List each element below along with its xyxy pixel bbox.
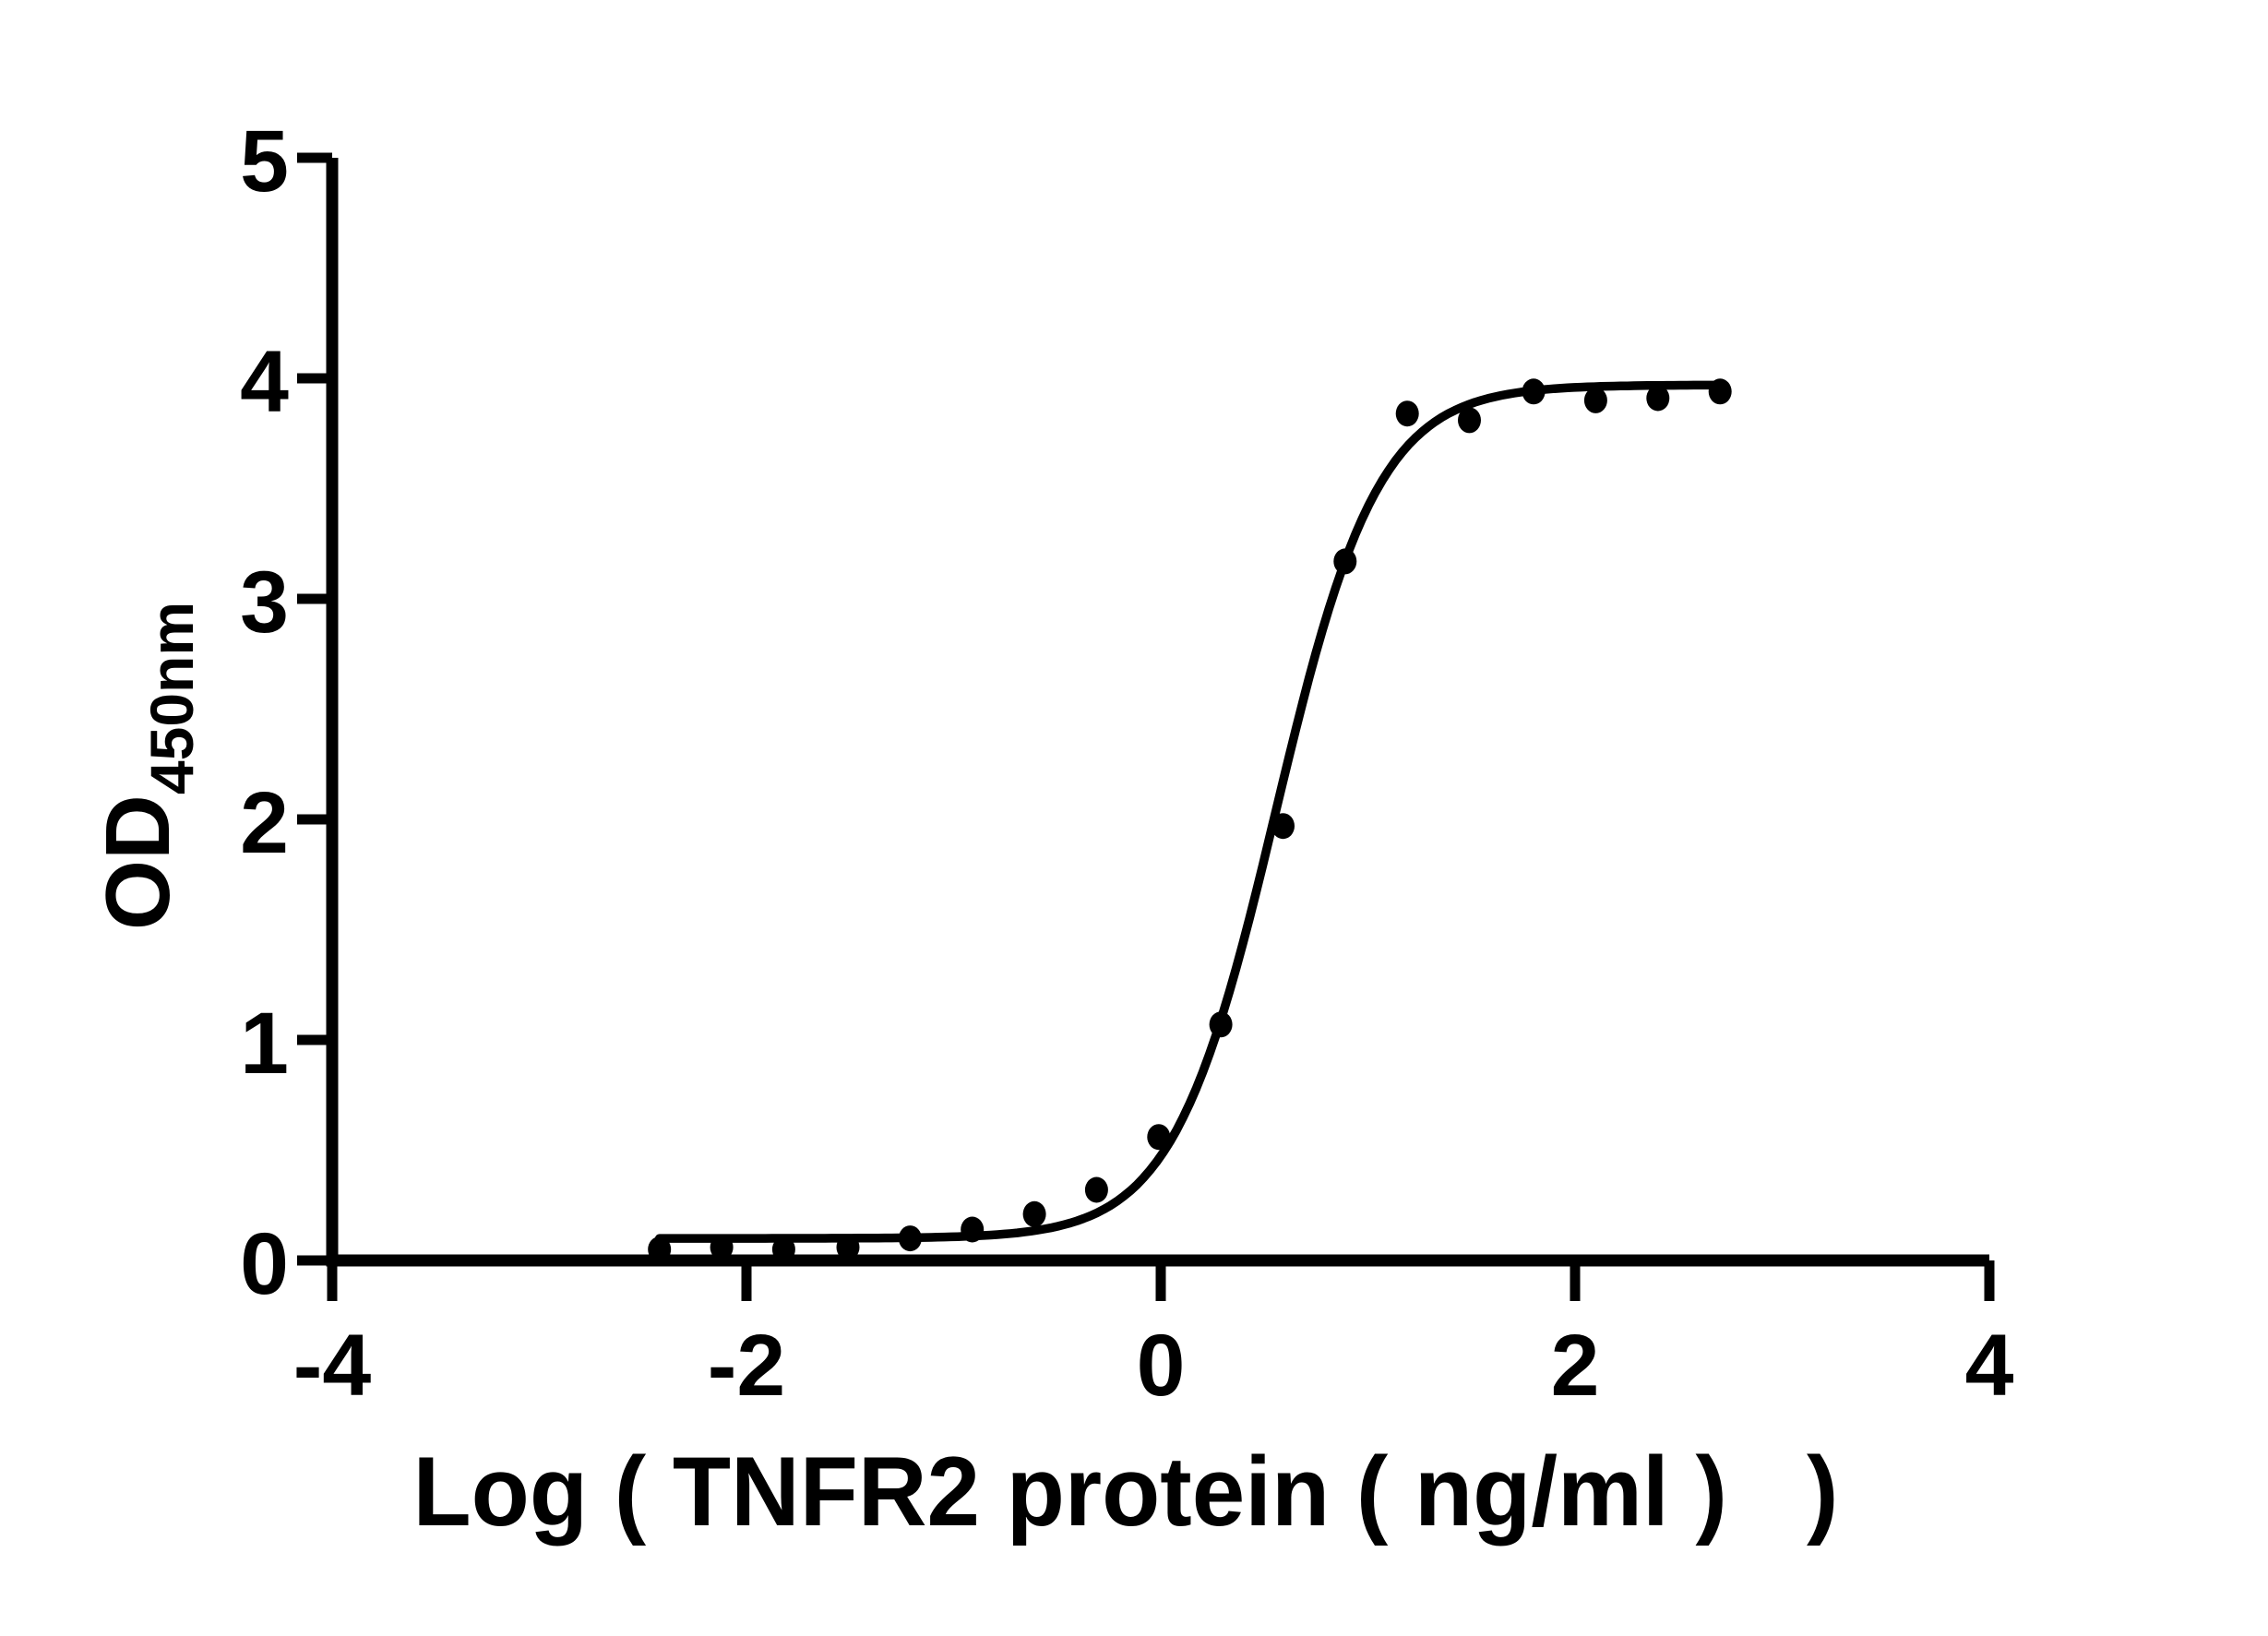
data-point [1084, 1176, 1108, 1203]
axis-lines [326, 158, 1989, 1267]
data-point [1522, 378, 1546, 405]
x-tick-label: -4 [293, 1317, 372, 1415]
data-point [648, 1236, 672, 1262]
data-point [771, 1236, 795, 1262]
y-tick-label: 0 [240, 1215, 289, 1313]
data-point [710, 1234, 734, 1260]
y-axis-title-main: OD [87, 794, 188, 930]
x-tick-label: 4 [1965, 1317, 2014, 1415]
fit-curve [654, 380, 1725, 1243]
data-point [1022, 1200, 1046, 1227]
y-axis-title-subscript: 450nm [137, 602, 206, 794]
y-tick-label: 2 [240, 774, 289, 872]
data-point [1209, 1011, 1233, 1038]
data-point [961, 1216, 985, 1243]
y-tick-label: 4 [240, 333, 289, 431]
y-tick-label: 1 [240, 995, 289, 1093]
axes: 0 1 2 3 4 5 -4 -2 0 2 4 [240, 113, 2013, 1415]
data-point [1708, 378, 1732, 405]
data-point [1583, 387, 1607, 413]
y-axis-title: OD450nm [87, 602, 206, 930]
data-point [1458, 407, 1481, 434]
y-tick-label: 3 [240, 554, 289, 651]
x-axis-title: Log ( TNFR2 protein ( ng/ml ) ) [413, 1436, 1839, 1546]
data-point [1333, 548, 1357, 575]
data-point [898, 1225, 922, 1252]
x-tick-label: -2 [708, 1317, 785, 1415]
x-tick-label: 0 [1137, 1317, 1186, 1415]
data-point [1147, 1124, 1171, 1151]
data-point [1271, 813, 1295, 840]
fit-curve-layer [654, 380, 1725, 1243]
x-tick-label: 2 [1551, 1317, 1600, 1415]
data-point [836, 1234, 860, 1260]
data-point [1395, 400, 1419, 427]
data-point [1646, 385, 1670, 412]
data-points-layer [648, 378, 1732, 1262]
y-tick-label: 5 [240, 113, 289, 210]
